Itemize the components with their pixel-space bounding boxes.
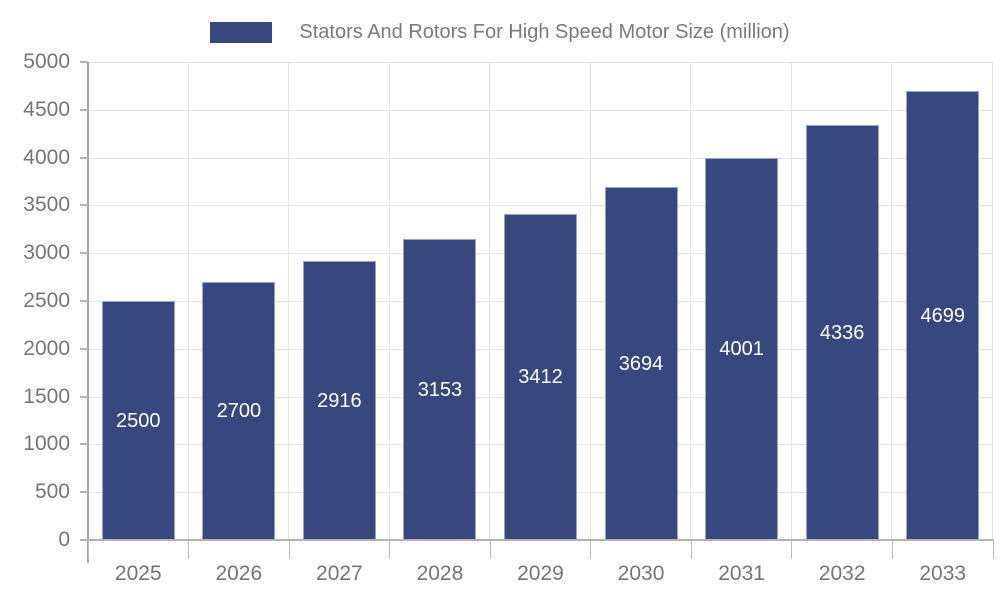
bar-value-label: 4336 <box>819 322 865 345</box>
bar-value-label: 2916 <box>317 390 362 413</box>
x-tick <box>188 541 190 559</box>
x-tick-label: 2030 <box>617 562 665 585</box>
bar-2033[interactable]: 4699 <box>906 90 980 540</box>
y-tick-label: 0 <box>58 528 70 551</box>
y-tick-label: 1500 <box>23 384 70 408</box>
x-tick <box>590 541 592 559</box>
x-gridline <box>388 62 390 540</box>
bar-2028[interactable]: 3153 <box>403 238 477 540</box>
bar-value-label: 3694 <box>618 352 664 375</box>
bar-value-label: 4001 <box>719 338 764 361</box>
y-axis-line <box>87 62 89 563</box>
x-gridline <box>187 62 189 540</box>
y-tick <box>80 300 88 302</box>
bar-value-label: 2500 <box>116 410 161 432</box>
y-tick-label: 1000 <box>23 432 70 456</box>
bar-value-label: 4699 <box>920 304 965 327</box>
x-gridline <box>992 62 993 540</box>
y-tick-label: 500 <box>34 480 70 504</box>
y-tick <box>80 61 88 63</box>
y-tick-label: 3500 <box>23 193 70 217</box>
legend[interactable]: Stators And Rotors For High Speed Motor … <box>0 20 1000 44</box>
x-tick <box>87 541 89 559</box>
x-tick <box>489 541 491 559</box>
x-gridline <box>288 62 290 540</box>
x-tick-label: 2025 <box>114 562 162 585</box>
x-tick <box>389 541 391 559</box>
legend-label: Stators And Rotors For High Speed Motor … <box>299 21 790 43</box>
x-gridline <box>489 62 491 540</box>
bar-2026[interactable]: 2700 <box>202 281 276 540</box>
legend-swatch-icon <box>210 21 273 43</box>
bar-value-label: 3153 <box>417 378 463 401</box>
bar-value-label: 3412 <box>518 366 563 389</box>
x-gridline <box>690 62 692 540</box>
y-tick <box>80 539 88 541</box>
bar-2030[interactable]: 3694 <box>604 186 678 540</box>
x-tick <box>690 541 692 559</box>
x-tick-label: 2028 <box>416 562 464 585</box>
y-tick <box>80 443 88 446</box>
y-tick <box>80 395 88 398</box>
y-gridline <box>88 157 993 159</box>
x-tick-label: 2026 <box>215 562 263 585</box>
x-gridline <box>790 62 792 540</box>
y-tick <box>80 204 88 207</box>
y-tick <box>80 252 88 255</box>
x-gridline <box>891 62 893 540</box>
bar-value-label: 2700 <box>216 400 262 423</box>
x-tick <box>791 541 793 559</box>
bar-2027[interactable]: 2916 <box>302 261 376 540</box>
x-tick <box>992 541 994 559</box>
bar-2031[interactable]: 4001 <box>705 157 779 540</box>
bar-2025[interactable]: 2500 <box>101 301 175 540</box>
x-tick-label: 2033 <box>919 562 967 585</box>
x-tick-label: 2027 <box>316 562 363 585</box>
x-tick-label: 2029 <box>517 562 564 585</box>
y-gridline <box>88 62 993 63</box>
y-tick-label: 4500 <box>23 97 70 121</box>
x-axis-line <box>88 539 994 541</box>
x-tick-label: 2031 <box>718 562 765 585</box>
x-gridline <box>589 62 591 540</box>
x-tick-label: 2032 <box>818 562 866 585</box>
y-tick-label: 2000 <box>23 336 70 360</box>
y-tick-label: 3000 <box>23 241 70 265</box>
plot-area: 2500 2700 2916 3153 3412 3694 4001 4336 4699 <box>88 62 993 540</box>
y-tick <box>80 347 88 350</box>
x-tick <box>891 541 893 559</box>
y-tick <box>80 491 88 494</box>
y-tick-label: 2500 <box>23 289 70 312</box>
y-gridline <box>88 109 993 111</box>
y-tick <box>80 108 88 111</box>
y-tick <box>80 156 88 159</box>
bar-2029[interactable]: 3412 <box>504 213 577 540</box>
y-tick-label: 5000 <box>23 50 70 73</box>
bar-2032[interactable]: 4336 <box>805 125 879 540</box>
y-tick-label: 4000 <box>23 145 70 169</box>
y-gridline <box>88 205 993 207</box>
x-tick <box>288 541 290 559</box>
